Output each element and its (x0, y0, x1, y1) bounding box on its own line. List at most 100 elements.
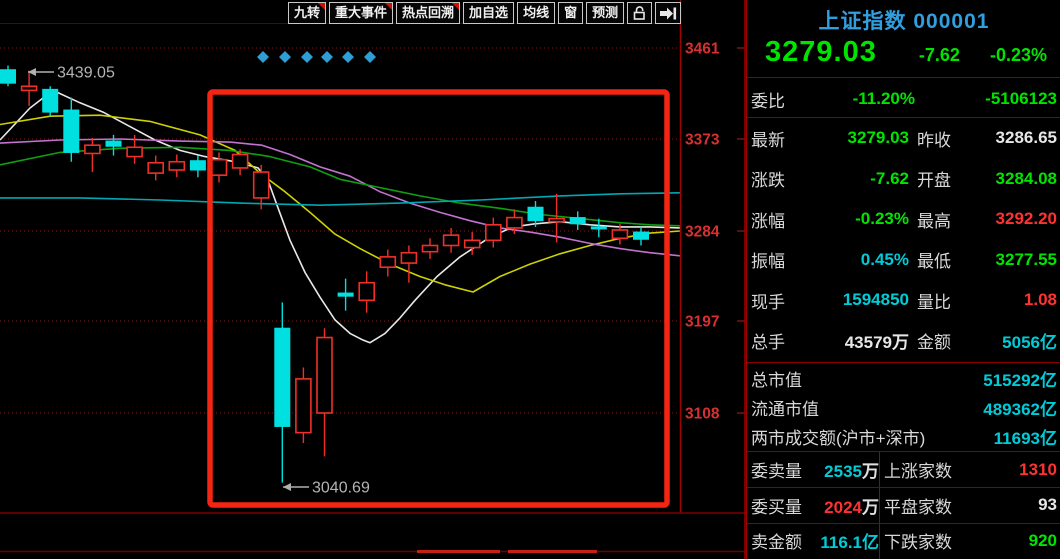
quote-label: 涨跌 (751, 171, 785, 191)
order-value: 2535万 (824, 462, 879, 481)
unlock-icon[interactable] (627, 2, 653, 24)
breadth-row: 下跌家数 920 (884, 523, 1060, 558)
breadth-label: 下跌家数 (884, 533, 952, 553)
candle-down (590, 226, 607, 230)
kline-chart[interactable]: 3461 3373 3284 3197 3108 3439.05 3040.69 (0, 0, 746, 559)
quote-row: 振幅 0.45% 最低 3277.55 (747, 240, 1060, 281)
breadth-value: 1310 (1019, 459, 1057, 479)
candle-up (252, 171, 270, 199)
marketcap-value: 489362亿 (983, 400, 1057, 419)
quote-value: 3284.08 (995, 168, 1057, 188)
ma-magenta (0, 138, 681, 257)
candle-up (316, 336, 333, 414)
quote-value: -0.23% (855, 209, 909, 229)
order-row: 委买量 2024万 (747, 488, 879, 523)
weibi-value: -11.20% (852, 89, 915, 108)
quote-label: 现手 (751, 292, 785, 312)
quote-value: 3277.55 (995, 249, 1057, 269)
candle-up (442, 234, 460, 247)
ma-green (0, 146, 681, 227)
arrow-to-bar-icon[interactable] (655, 2, 682, 24)
candle-up (20, 85, 38, 92)
quote-label: 金额 (917, 333, 951, 353)
y-axis-tick-label: 3108 (685, 406, 720, 423)
toolbar-button-2[interactable]: 热点回溯 (396, 2, 461, 24)
candle-down (63, 109, 80, 153)
annotation-low: 3040.69 (312, 480, 370, 497)
annotation-arrow-icon (283, 483, 291, 491)
quote-value: 3292.20 (995, 209, 1057, 229)
quote-row: 最新 3279.03 昨收 3286.65 (747, 118, 1060, 159)
quote-label: 开盘 (917, 171, 951, 191)
candle-down (189, 160, 206, 171)
candle-up (126, 146, 143, 158)
y-axis-tick-label: 3461 (685, 41, 720, 58)
toolbar-button-5[interactable]: 窗 (558, 2, 584, 24)
quote-rows: 最新 3279.03 昨收 3286.65 涨跌 -7.62 开盘 3284.08 涨幅 -0.2… (747, 118, 1060, 361)
candle-up (168, 160, 186, 171)
divider (747, 523, 1060, 524)
quote-label: 涨幅 (751, 211, 785, 231)
weibi-row: 委比 -11.20% -5106123 (747, 82, 1060, 116)
toolbar-button-4[interactable]: 均线 (517, 2, 556, 24)
breadth-row: 平盘家数 93 (884, 488, 1060, 523)
price-change: -7.62 (918, 45, 960, 65)
marketcap-label: 总市值 (751, 371, 802, 390)
divider (747, 487, 1060, 488)
order-row: 卖金额 116.1亿 (747, 523, 879, 558)
breadth-value: 93 (1038, 495, 1057, 515)
marketcap-row: 流通市值 489362亿 (747, 393, 1060, 422)
weibi-extra: -5106123 (985, 89, 1057, 108)
y-axis-tick-label: 3284 (685, 224, 720, 241)
toolbar-button-1[interactable]: 重大事件 (329, 2, 394, 24)
quote-label: 振幅 (751, 252, 785, 272)
quote-panel: 上证指数 000001 3279.03 -7.62 -0.23% 委比 -11.… (746, 0, 1060, 559)
marketcap-label: 流通市值 (751, 400, 819, 419)
breadth-label: 上涨家数 (884, 462, 952, 481)
candle-up (295, 378, 312, 434)
quote-row: 总手 43579万 金额 5056亿 (747, 321, 1060, 362)
divider (747, 362, 1060, 363)
signal-diamond-icon (321, 51, 333, 63)
divider (879, 452, 880, 559)
candle-down (633, 231, 649, 240)
marketcap-value: 515292亿 (983, 371, 1057, 390)
price-change-pct: -0.23% (989, 45, 1047, 65)
quote-row: 涨幅 -0.23% 最高 3292.20 (747, 199, 1060, 240)
ma-cyan (0, 192, 681, 206)
order-stats-section: 委卖量 2535万委买量 2024万卖金额 116.1亿 上涨家数 1310 平盘家数 93 下… (747, 452, 1060, 559)
order-value: 2024万 (824, 497, 879, 517)
candle-up (147, 161, 164, 174)
toolbar-button-6[interactable]: 预测 (586, 2, 625, 24)
order-label: 委卖量 (751, 462, 802, 481)
ma-yellow (0, 114, 681, 293)
order-label: 委买量 (751, 497, 802, 517)
quote-value: 3286.65 (995, 128, 1057, 148)
order-row: 委卖量 2535万 (747, 452, 879, 487)
quote-label: 最新 (751, 130, 785, 150)
signal-diamond-icon (301, 51, 313, 63)
marketcap-rows: 总市值 515292亿流通市值 489362亿两市成交额(沪市+深市) 11693亿 (747, 364, 1060, 451)
price-row: 3279.03 -7.62 -0.23% (765, 36, 1053, 69)
marketcap-row: 两市成交额(沪市+深市) 11693亿 (747, 422, 1060, 451)
candle-up (548, 217, 565, 223)
toolbar-button-0[interactable]: 九转 (288, 2, 327, 24)
divider (747, 117, 1060, 118)
annotation-arrow-icon (28, 68, 36, 76)
toolbar-button-3[interactable]: 加自选 (463, 2, 515, 24)
quote-value: 1.08 (1023, 290, 1057, 310)
y-axis-tick-label: 3197 (685, 313, 719, 330)
breadth-label: 平盘家数 (884, 497, 952, 517)
candle-up (506, 216, 523, 229)
quote-label: 昨收 (917, 130, 951, 150)
quote-label: 最低 (917, 252, 951, 272)
y-axis-tick-label: 3373 (685, 131, 720, 148)
breadth-value: 920 (1028, 530, 1057, 550)
candle-down (274, 327, 291, 427)
candle-down (42, 88, 59, 113)
candle-up (421, 244, 439, 253)
candle-up (379, 256, 397, 269)
candle-down (0, 69, 16, 84)
candle-up (463, 239, 481, 249)
